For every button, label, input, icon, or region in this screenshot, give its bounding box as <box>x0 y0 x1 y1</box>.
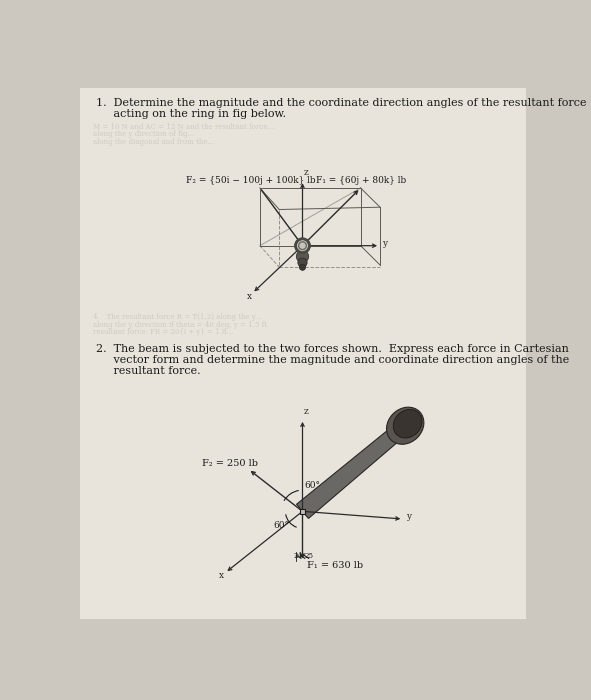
Text: 60°: 60° <box>273 522 289 531</box>
Text: acting on the ring in fig below.: acting on the ring in fig below. <box>96 108 285 118</box>
Circle shape <box>300 264 306 270</box>
Text: y: y <box>405 512 411 521</box>
Text: 24: 24 <box>293 552 302 559</box>
Text: M = 10 N and AC = 12 N and the resultant force...: M = 10 N and AC = 12 N and the resultant… <box>93 122 274 131</box>
Bar <box>300 509 305 514</box>
Polygon shape <box>297 428 400 519</box>
Text: resultant force.: resultant force. <box>96 366 200 376</box>
Text: x: x <box>246 292 252 301</box>
Text: 25: 25 <box>304 552 313 559</box>
Text: resultant force: FR = 20{i + y} = 1.8...: resultant force: FR = 20{i + y} = 1.8... <box>93 328 233 336</box>
Text: along the y direction of fig...: along the y direction of fig... <box>93 130 194 139</box>
Text: F₂ = {50i − 100j + 100k} lb: F₂ = {50i − 100j + 100k} lb <box>186 176 316 185</box>
Text: F₁ = 630 lb: F₁ = 630 lb <box>307 561 363 570</box>
Circle shape <box>296 251 309 262</box>
FancyBboxPatch shape <box>80 88 526 619</box>
Text: 4.   The resultant force R = T(1,2) along the y...: 4. The resultant force R = T(1,2) along … <box>93 313 262 321</box>
Ellipse shape <box>393 410 422 438</box>
Circle shape <box>298 258 307 267</box>
Text: y: y <box>382 239 388 248</box>
Text: F₂ = 250 lb: F₂ = 250 lb <box>202 459 258 468</box>
Ellipse shape <box>387 407 424 444</box>
Text: 60°: 60° <box>304 482 320 490</box>
Text: 2.  The beam is subjected to the two forces shown.  Express each force in Cartes: 2. The beam is subjected to the two forc… <box>96 344 569 354</box>
Text: vector form and determine the magnitude and coordinate direction angles of the: vector form and determine the magnitude … <box>96 355 569 365</box>
Text: F₁ = {60j + 80k} lb: F₁ = {60j + 80k} lb <box>316 176 407 185</box>
Circle shape <box>296 239 310 253</box>
Text: along the diagonal and from the...: along the diagonal and from the... <box>93 138 215 146</box>
Text: along the y direction if theta = 40 deg, y = 1.5 ft: along the y direction if theta = 40 deg,… <box>93 321 267 328</box>
Text: x: x <box>219 570 224 580</box>
Text: 1.  Determine the magnitude and the coordinate direction angles of the resultant: 1. Determine the magnitude and the coord… <box>96 98 586 108</box>
Text: z: z <box>303 168 308 177</box>
Text: z: z <box>304 407 309 416</box>
